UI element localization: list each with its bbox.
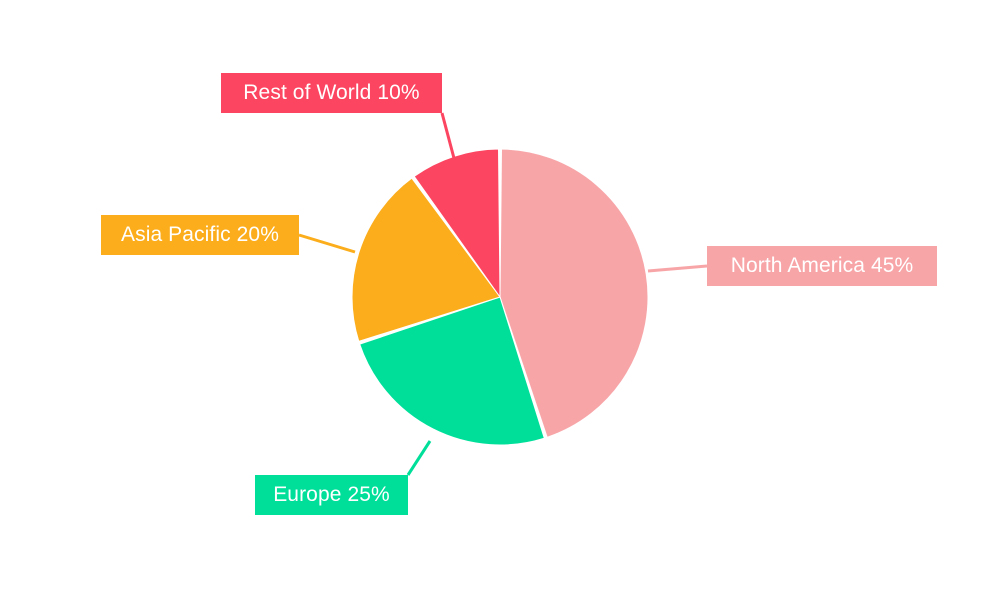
leader-line-rest-of-world [440,112,457,163]
leader-lines [298,112,708,476]
pie-label-rest-of-world[interactable]: Rest of World 10% [221,73,442,113]
pie-label-asia-pacific[interactable]: Asia Pacific 20% [101,215,299,255]
pie-slices [351,148,649,446]
leader-line-north-america [647,264,708,273]
pie-label-north-america[interactable]: North America 45% [707,246,937,286]
pie-slice-north-america[interactable] [499,148,649,438]
pie-slice-europe[interactable] [359,296,545,446]
leader-line-europe [406,440,432,476]
leader-line-asia-pacific [298,233,356,254]
pie-slice-asia-pacific[interactable] [351,177,501,342]
pie-label-europe[interactable]: Europe 25% [255,475,408,515]
